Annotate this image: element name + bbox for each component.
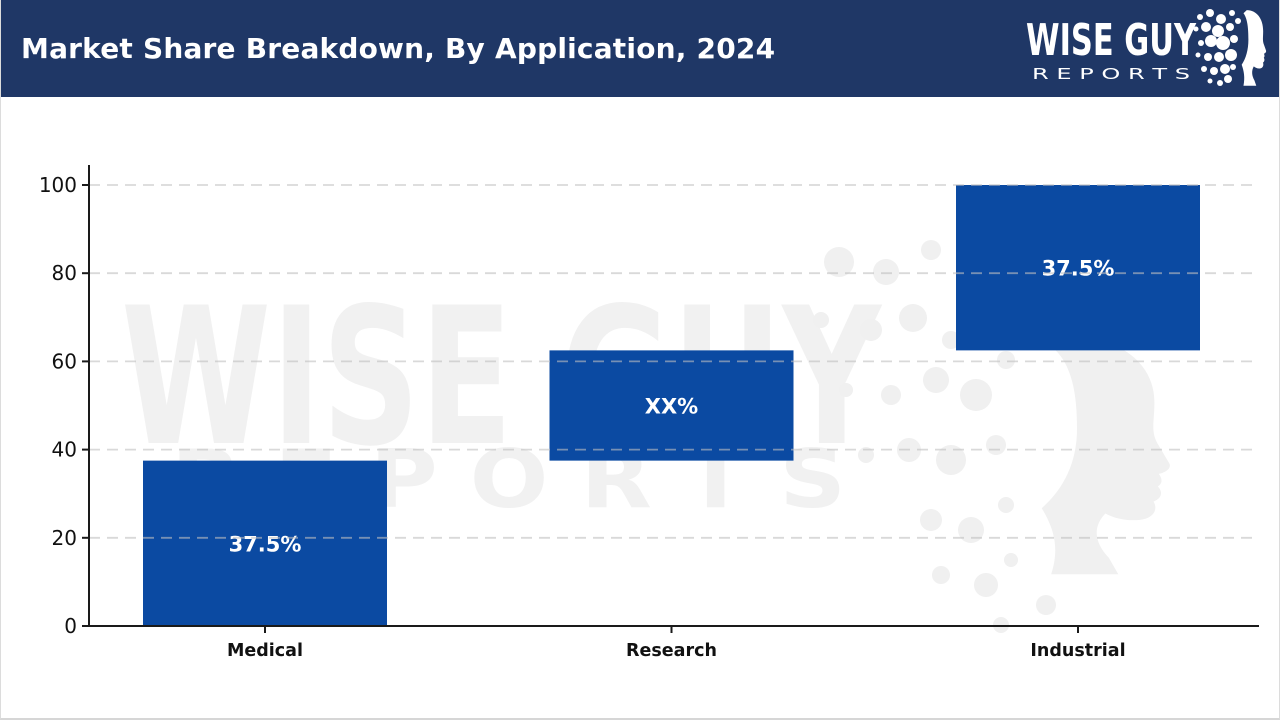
x-tick-label-research: Research: [626, 641, 717, 661]
x-tick-label-medical: Medical: [227, 641, 303, 661]
bar-medical: [143, 460, 387, 626]
y-tick-label-40: 40: [52, 438, 77, 462]
logo-dot-cluster-icon: [1193, 8, 1241, 86]
chart-title: Market Share Breakdown, By Application, …: [21, 32, 776, 65]
bar-value-label-medical: 37.5%: [229, 532, 302, 556]
logo-face-profile-icon: [1241, 9, 1267, 86]
watermark-face-profile-icon: [1041, 336, 1170, 575]
logo-wordmark: WISE GUY: [1026, 15, 1197, 66]
bar-research: [549, 350, 794, 461]
bar-industrial: [956, 185, 1200, 351]
x-tick-label-industrial: Industrial: [1030, 641, 1125, 661]
bar-value-label-research: XX%: [645, 395, 698, 419]
wiseguy-logo: WISE GUY R E P O R T S: [1026, 8, 1267, 86]
header: Market Share Breakdown, By Application, …: [1, 0, 1279, 97]
y-tick-label-0: 0: [64, 614, 77, 638]
y-tick-label-80: 80: [52, 261, 77, 285]
bar-value-label-industrial: 37.5%: [1042, 257, 1115, 281]
plot: 37.5% XX% 37.5% 0 20 40 60 80 100 Medical Research…: [39, 165, 1259, 661]
y-tick-label-60: 60: [52, 349, 77, 373]
y-tick-label-20: 20: [52, 526, 77, 550]
y-tick-label-100: 100: [39, 173, 77, 197]
chart-area: WISE GUY R E P O R T S 37.5% XX% 37.5% 0 20 4…: [1, 97, 1279, 718]
logo-subtext: R E P O R T S: [1032, 65, 1190, 83]
bar-chart: WISE GUY R E P O R T S 37.5%XX%37.5%0204…: [39, 165, 1259, 661]
